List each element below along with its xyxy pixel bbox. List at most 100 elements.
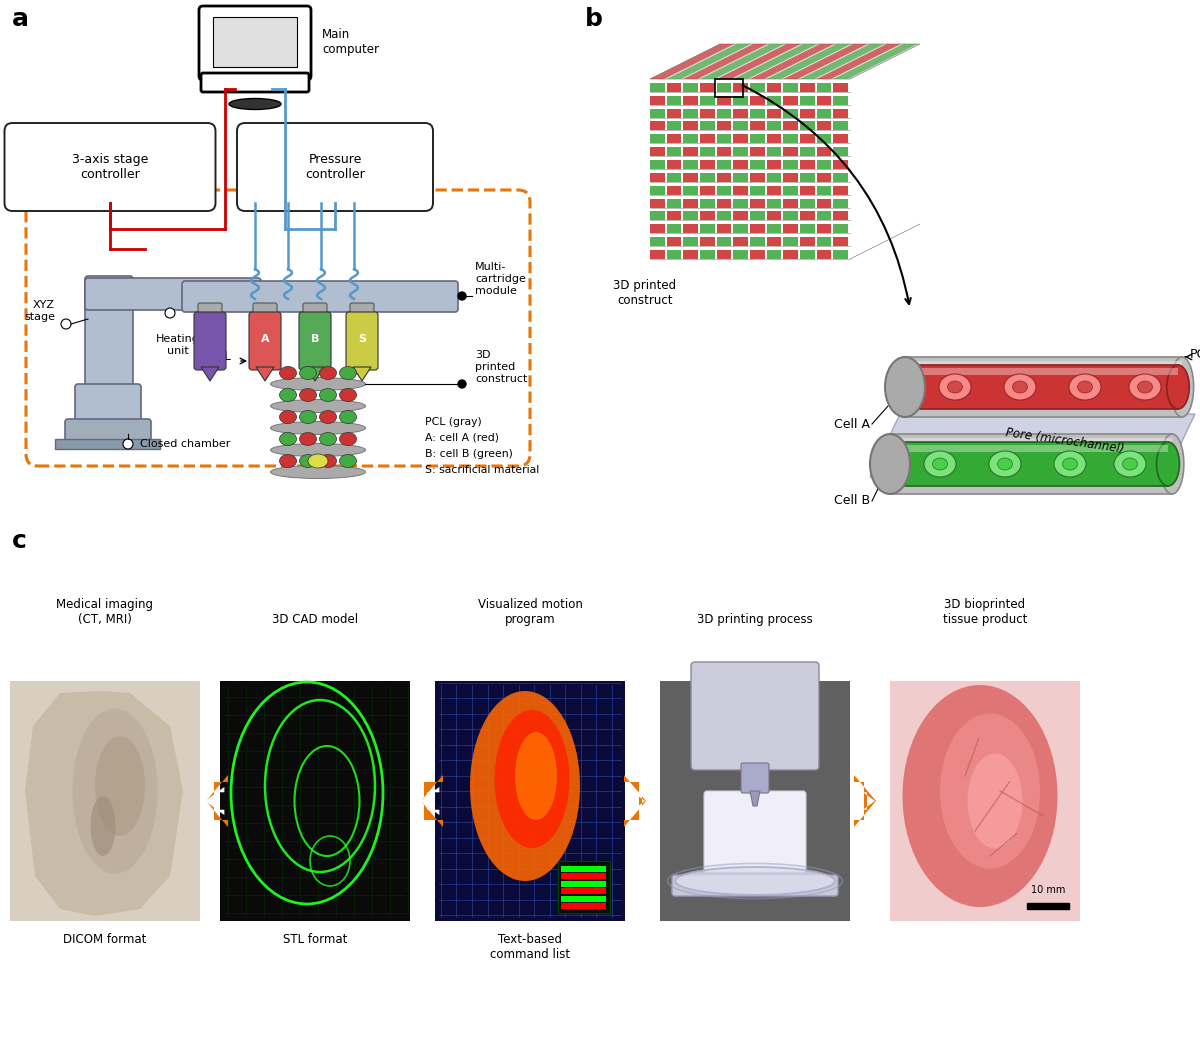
Ellipse shape bbox=[989, 451, 1021, 477]
Polygon shape bbox=[650, 237, 665, 246]
Ellipse shape bbox=[319, 410, 336, 424]
Polygon shape bbox=[800, 108, 815, 117]
Polygon shape bbox=[683, 250, 698, 259]
FancyArrow shape bbox=[205, 787, 224, 815]
Polygon shape bbox=[683, 83, 698, 91]
Polygon shape bbox=[750, 148, 764, 156]
Polygon shape bbox=[716, 96, 731, 105]
FancyArrow shape bbox=[420, 787, 439, 815]
Polygon shape bbox=[667, 186, 682, 194]
Polygon shape bbox=[833, 224, 848, 234]
FancyBboxPatch shape bbox=[890, 437, 1172, 448]
Polygon shape bbox=[700, 134, 715, 143]
Polygon shape bbox=[667, 83, 682, 91]
FancyBboxPatch shape bbox=[660, 681, 850, 921]
Polygon shape bbox=[750, 198, 764, 208]
Polygon shape bbox=[733, 148, 748, 156]
Ellipse shape bbox=[1129, 374, 1162, 400]
Polygon shape bbox=[716, 122, 731, 131]
Polygon shape bbox=[750, 224, 764, 234]
Polygon shape bbox=[767, 122, 781, 131]
Polygon shape bbox=[667, 122, 682, 131]
FancyBboxPatch shape bbox=[85, 276, 133, 392]
Polygon shape bbox=[683, 96, 698, 105]
Polygon shape bbox=[833, 160, 848, 169]
Polygon shape bbox=[716, 172, 731, 182]
FancyBboxPatch shape bbox=[434, 681, 625, 921]
Polygon shape bbox=[733, 83, 748, 91]
Polygon shape bbox=[667, 108, 682, 117]
Ellipse shape bbox=[340, 389, 356, 401]
Polygon shape bbox=[733, 122, 748, 131]
Text: Cell B: Cell B bbox=[834, 495, 870, 507]
Ellipse shape bbox=[1004, 374, 1036, 400]
Polygon shape bbox=[750, 186, 764, 194]
Polygon shape bbox=[833, 148, 848, 156]
Polygon shape bbox=[833, 134, 848, 143]
Polygon shape bbox=[767, 83, 781, 91]
Polygon shape bbox=[716, 134, 731, 143]
FancyBboxPatch shape bbox=[704, 791, 806, 872]
Text: B: B bbox=[311, 334, 319, 344]
Polygon shape bbox=[667, 211, 682, 220]
Ellipse shape bbox=[280, 432, 296, 446]
Ellipse shape bbox=[515, 732, 557, 820]
Ellipse shape bbox=[280, 367, 296, 379]
Polygon shape bbox=[800, 237, 815, 246]
FancyBboxPatch shape bbox=[299, 312, 331, 370]
Polygon shape bbox=[817, 237, 832, 246]
Ellipse shape bbox=[886, 447, 904, 482]
FancyBboxPatch shape bbox=[85, 278, 262, 310]
Ellipse shape bbox=[940, 374, 971, 400]
Polygon shape bbox=[650, 211, 665, 220]
Polygon shape bbox=[767, 186, 781, 194]
Polygon shape bbox=[256, 367, 274, 381]
Circle shape bbox=[458, 380, 466, 388]
Ellipse shape bbox=[901, 370, 919, 404]
FancyBboxPatch shape bbox=[691, 662, 818, 770]
Ellipse shape bbox=[319, 454, 336, 468]
Text: Pressure
controller: Pressure controller bbox=[305, 153, 365, 181]
Polygon shape bbox=[683, 160, 698, 169]
Polygon shape bbox=[833, 186, 848, 194]
Polygon shape bbox=[667, 134, 682, 143]
Ellipse shape bbox=[319, 389, 336, 401]
Polygon shape bbox=[750, 211, 764, 220]
Polygon shape bbox=[800, 44, 884, 79]
Polygon shape bbox=[353, 367, 371, 381]
Text: 3D printed
construct: 3D printed construct bbox=[613, 279, 677, 307]
Ellipse shape bbox=[270, 444, 366, 456]
Ellipse shape bbox=[72, 709, 157, 874]
Ellipse shape bbox=[270, 377, 366, 391]
Polygon shape bbox=[667, 198, 682, 208]
Ellipse shape bbox=[893, 357, 917, 417]
Polygon shape bbox=[700, 198, 715, 208]
Circle shape bbox=[124, 439, 133, 449]
FancyBboxPatch shape bbox=[214, 17, 298, 66]
Ellipse shape bbox=[319, 367, 336, 379]
Ellipse shape bbox=[90, 796, 115, 856]
Polygon shape bbox=[733, 96, 748, 105]
Polygon shape bbox=[800, 186, 815, 194]
Polygon shape bbox=[817, 83, 832, 91]
Ellipse shape bbox=[878, 434, 902, 494]
FancyBboxPatch shape bbox=[562, 888, 606, 894]
Ellipse shape bbox=[1062, 458, 1078, 470]
Polygon shape bbox=[667, 250, 682, 259]
Text: A: A bbox=[260, 334, 269, 344]
Polygon shape bbox=[833, 172, 848, 182]
Polygon shape bbox=[833, 250, 848, 259]
FancyBboxPatch shape bbox=[910, 368, 1178, 375]
FancyBboxPatch shape bbox=[672, 875, 838, 896]
Polygon shape bbox=[733, 198, 748, 208]
Polygon shape bbox=[833, 108, 848, 117]
Polygon shape bbox=[800, 224, 815, 234]
FancyBboxPatch shape bbox=[194, 312, 226, 370]
Ellipse shape bbox=[1013, 381, 1027, 393]
FancyBboxPatch shape bbox=[562, 880, 606, 886]
FancyBboxPatch shape bbox=[182, 281, 458, 312]
FancyBboxPatch shape bbox=[199, 6, 311, 80]
Polygon shape bbox=[683, 198, 698, 208]
Ellipse shape bbox=[280, 410, 296, 424]
Polygon shape bbox=[800, 83, 815, 91]
